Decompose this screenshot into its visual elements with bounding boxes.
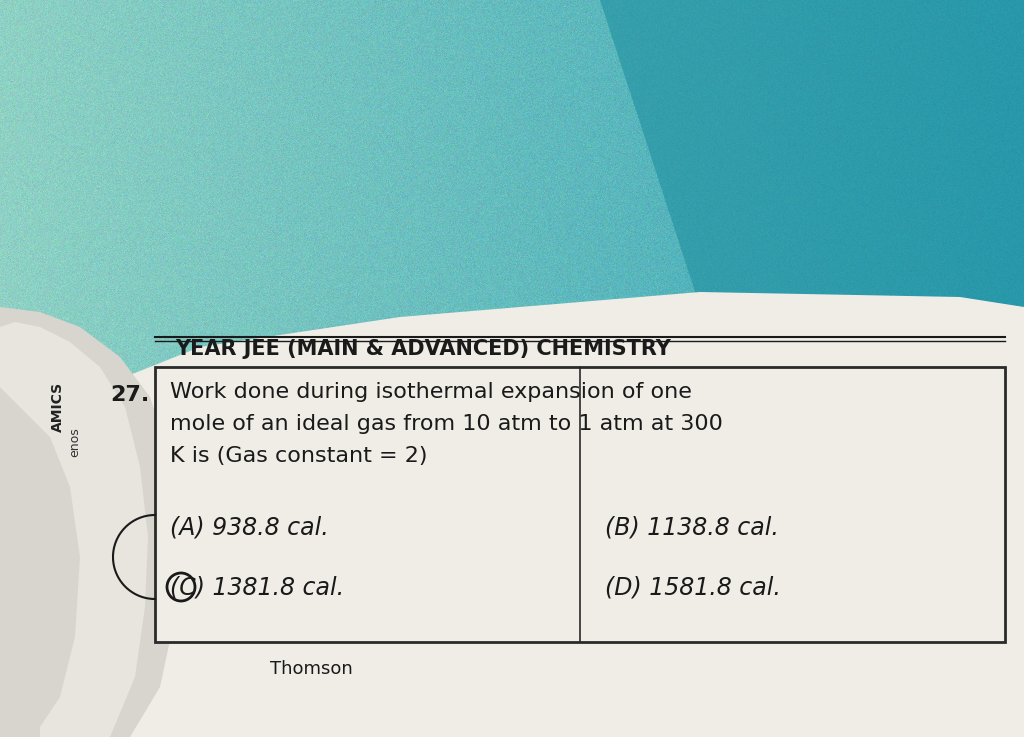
Text: (C) 1381.8 cal.: (C) 1381.8 cal.	[170, 575, 344, 599]
Polygon shape	[0, 307, 180, 737]
Text: enos: enos	[69, 427, 82, 457]
Text: YEAR JEE (MAIN & ADVANCED) CHEMISTRY: YEAR JEE (MAIN & ADVANCED) CHEMISTRY	[175, 339, 671, 359]
Polygon shape	[0, 322, 148, 737]
Text: 27.: 27.	[111, 385, 150, 405]
Polygon shape	[0, 292, 1024, 737]
Text: (D) 1581.8 cal.: (D) 1581.8 cal.	[605, 575, 781, 599]
Text: K is (Gas constant = 2): K is (Gas constant = 2)	[170, 446, 427, 466]
Text: Thomson: Thomson	[270, 660, 352, 678]
Text: mole of an ideal gas from 10 atm to 1 atm at 300: mole of an ideal gas from 10 atm to 1 at…	[170, 414, 723, 434]
Text: Work done during isothermal expansion of one: Work done during isothermal expansion of…	[170, 382, 692, 402]
Polygon shape	[600, 0, 1024, 307]
Text: (B) 1138.8 cal.: (B) 1138.8 cal.	[605, 515, 779, 539]
Bar	[155, 367, 1005, 642]
Text: AMICS: AMICS	[51, 382, 65, 432]
Text: (A) 938.8 cal.: (A) 938.8 cal.	[170, 515, 329, 539]
